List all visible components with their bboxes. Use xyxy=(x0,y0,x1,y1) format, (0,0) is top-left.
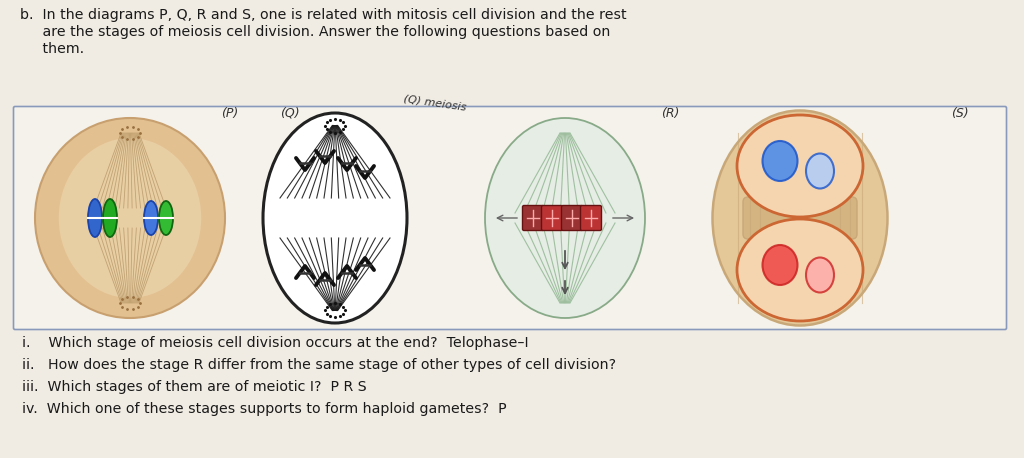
Text: (P): (P) xyxy=(221,107,239,120)
Text: (Q) meiosis: (Q) meiosis xyxy=(403,93,467,112)
Ellipse shape xyxy=(763,245,798,285)
Text: i.    Which stage of meiosis cell division occurs at the end?  Telophase–I: i. Which stage of meiosis cell division … xyxy=(22,336,528,350)
Ellipse shape xyxy=(103,199,117,237)
Text: them.: them. xyxy=(20,42,84,56)
Text: (S): (S) xyxy=(951,107,969,120)
Text: iv.  Which one of these stages supports to form haploid gametes?  P: iv. Which one of these stages supports t… xyxy=(22,402,507,416)
Ellipse shape xyxy=(159,201,173,235)
FancyBboxPatch shape xyxy=(13,107,1007,329)
FancyBboxPatch shape xyxy=(522,206,544,230)
Ellipse shape xyxy=(806,153,834,189)
Ellipse shape xyxy=(58,138,202,298)
Ellipse shape xyxy=(713,110,888,326)
Ellipse shape xyxy=(737,115,863,217)
Text: (Q): (Q) xyxy=(281,107,300,120)
Text: iii.  Which stages of them are of meiotic I?  P R S: iii. Which stages of them are of meiotic… xyxy=(22,380,367,394)
Text: are the stages of meiosis cell division. Answer the following questions based on: are the stages of meiosis cell division.… xyxy=(20,25,610,39)
Text: ii.   How does the stage R differ from the same stage of other types of cell div: ii. How does the stage R differ from the… xyxy=(22,358,616,372)
Ellipse shape xyxy=(763,141,798,181)
Ellipse shape xyxy=(263,113,407,323)
FancyBboxPatch shape xyxy=(581,206,601,230)
FancyBboxPatch shape xyxy=(542,206,562,230)
FancyBboxPatch shape xyxy=(743,197,857,239)
Ellipse shape xyxy=(485,118,645,318)
Ellipse shape xyxy=(88,199,102,237)
Ellipse shape xyxy=(806,257,834,293)
FancyBboxPatch shape xyxy=(561,206,583,230)
Text: b.  In the diagrams P, Q, R and S, one is related with mitosis cell division and: b. In the diagrams P, Q, R and S, one is… xyxy=(20,8,627,22)
Text: (R): (R) xyxy=(660,107,679,120)
Ellipse shape xyxy=(737,219,863,321)
Ellipse shape xyxy=(35,118,225,318)
Ellipse shape xyxy=(144,201,158,235)
